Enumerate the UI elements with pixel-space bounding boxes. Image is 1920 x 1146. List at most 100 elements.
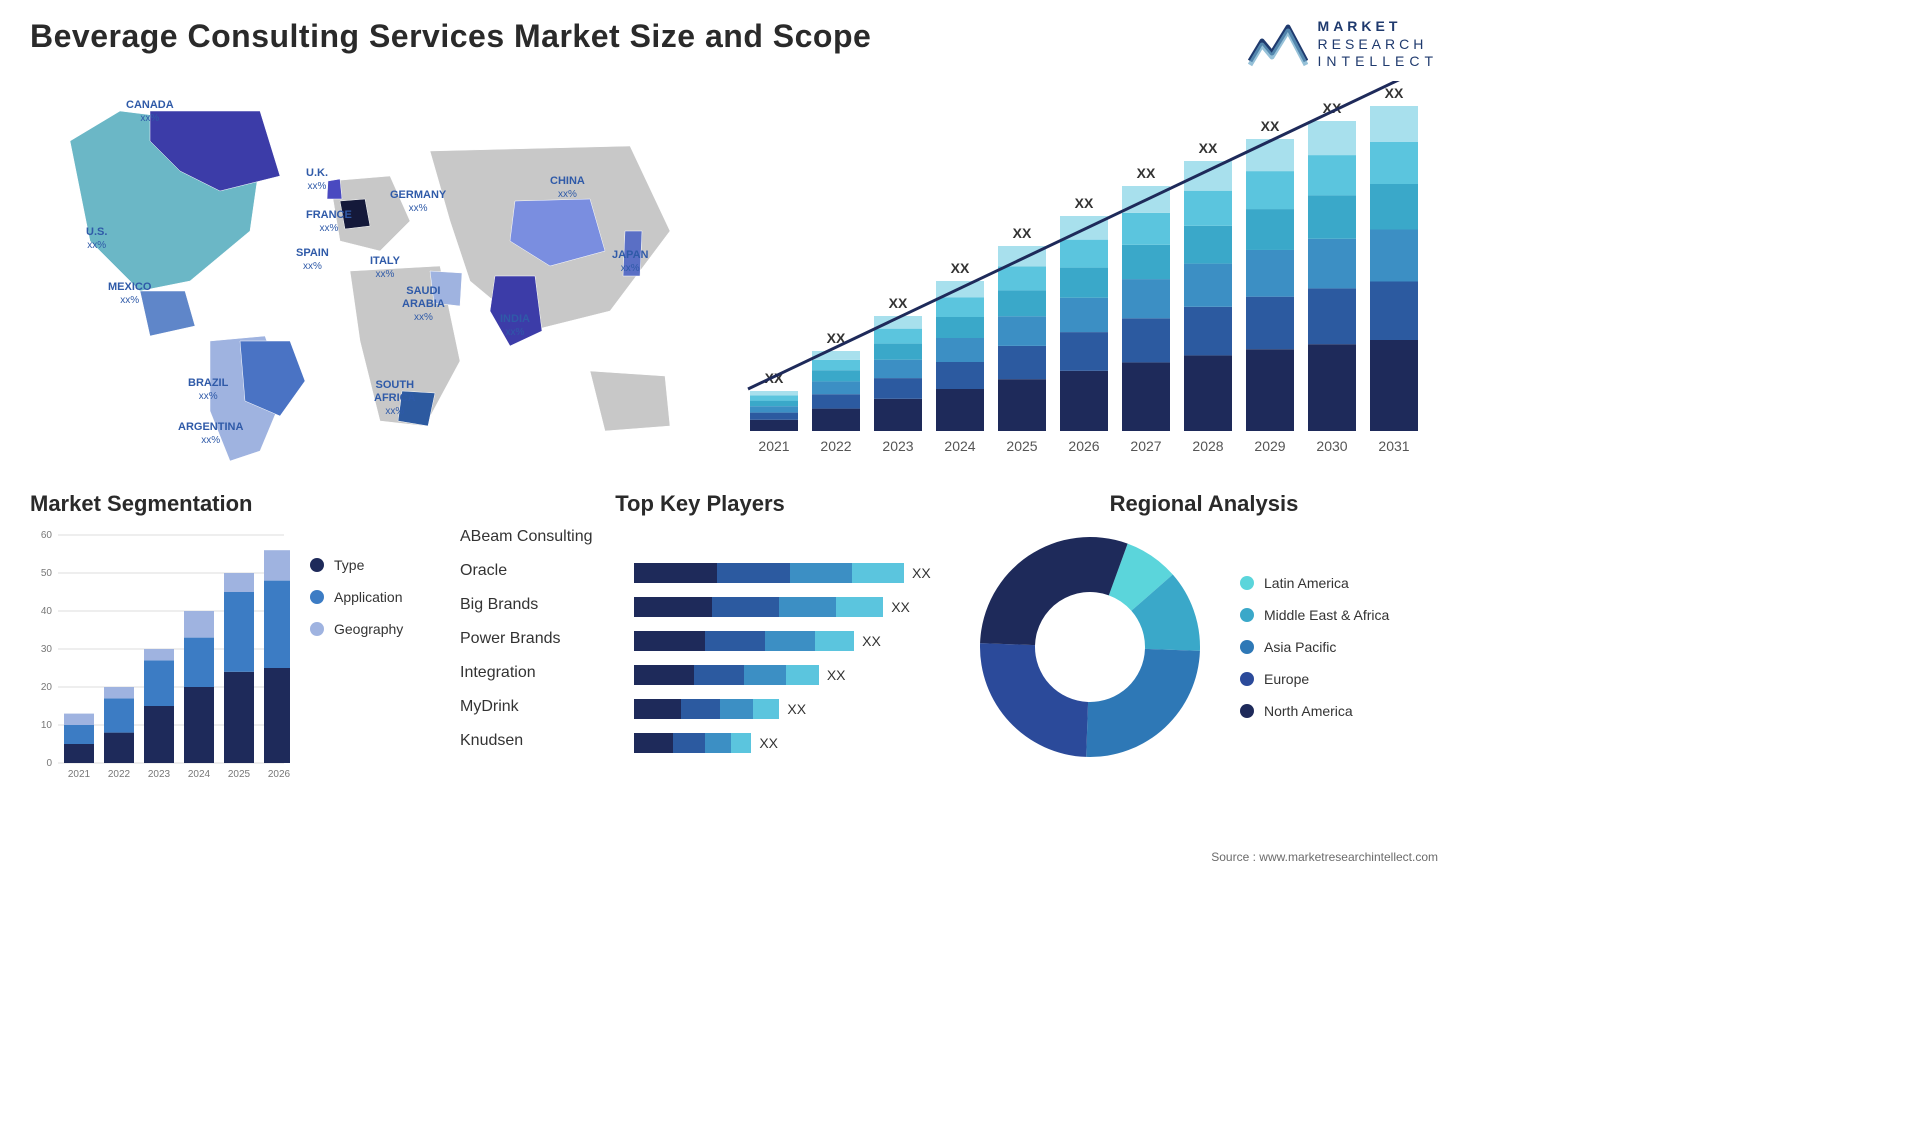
legend-swatch <box>310 558 324 572</box>
svg-text:60: 60 <box>41 530 53 541</box>
player-bar-seg <box>634 631 705 651</box>
player-value: XX <box>759 735 778 751</box>
player-bar-seg <box>786 665 819 685</box>
trend-chart-panel: XX2021XX2022XX2023XX2024XX2025XX2026XX20… <box>730 81 1438 481</box>
legend-item: Europe <box>1240 671 1389 687</box>
logo-text-1: MARKET <box>1318 18 1438 36</box>
player-name: Knudsen <box>460 731 523 751</box>
player-bar-row: XX <box>634 733 940 753</box>
map-label: CHINAxx% <box>550 175 585 201</box>
player-value: XX <box>862 633 881 649</box>
player-bar-seg <box>779 597 836 617</box>
segmentation-panel: Market Segmentation 01020304050602021202… <box>30 491 430 787</box>
legend-item: Type <box>310 557 403 573</box>
svg-text:2022: 2022 <box>820 438 851 454</box>
player-bar-row <box>634 529 940 549</box>
map-label: FRANCExx% <box>306 209 352 235</box>
map-label: MEXICOxx% <box>108 281 151 307</box>
svg-text:2023: 2023 <box>148 769 171 780</box>
brand-logo: MARKET RESEARCH INTELLECT <box>1248 18 1438 71</box>
svg-text:XX: XX <box>1261 118 1280 134</box>
legend-label: Type <box>334 557 364 573</box>
player-bar-seg <box>717 563 790 583</box>
key-players-bars: XXXXXXXXXXXX <box>634 527 940 753</box>
svg-text:XX: XX <box>1013 225 1032 241</box>
legend-swatch <box>1240 640 1254 654</box>
legend-swatch <box>310 622 324 636</box>
trend-chart: XX2021XX2022XX2023XX2024XX2025XX2026XX20… <box>730 81 1430 461</box>
svg-text:XX: XX <box>1137 165 1156 181</box>
player-bar-row: XX <box>634 597 940 617</box>
key-players-labels: ABeam ConsultingOracleBig BrandsPower Br… <box>460 527 620 753</box>
svg-text:50: 50 <box>41 568 53 579</box>
legend-item: Geography <box>310 621 403 637</box>
svg-text:2029: 2029 <box>1254 438 1285 454</box>
logo-text-3: INTELLECT <box>1318 53 1438 71</box>
legend-label: Latin America <box>1264 575 1349 591</box>
svg-text:2028: 2028 <box>1192 438 1223 454</box>
map-label: CANADAxx% <box>126 99 174 125</box>
legend-swatch <box>1240 672 1254 686</box>
svg-text:XX: XX <box>951 260 970 276</box>
map-label: JAPANxx% <box>612 249 648 275</box>
key-players-title: Top Key Players <box>460 491 940 517</box>
map-label: SOUTHAFRICAxx% <box>374 379 416 419</box>
player-bar-seg <box>744 665 786 685</box>
svg-text:20: 20 <box>41 682 53 693</box>
svg-text:2025: 2025 <box>1006 438 1037 454</box>
player-bar-seg <box>705 631 765 651</box>
regional-title: Regional Analysis <box>970 491 1438 517</box>
logo-icon <box>1248 21 1308 67</box>
player-value: XX <box>787 701 806 717</box>
legend-label: Middle East & Africa <box>1264 607 1389 623</box>
player-name: ABeam Consulting <box>460 527 593 547</box>
player-bar-seg <box>634 733 673 753</box>
player-bar-seg <box>790 563 852 583</box>
player-name: Big Brands <box>460 595 538 615</box>
player-bar-seg <box>673 733 704 753</box>
player-bar-seg <box>694 665 744 685</box>
svg-text:2026: 2026 <box>268 769 290 780</box>
player-bar-seg <box>753 699 779 719</box>
legend-label: Geography <box>334 621 403 637</box>
page-title: Beverage Consulting Services Market Size… <box>30 18 871 55</box>
map-label: U.S.xx% <box>86 226 107 252</box>
player-value: XX <box>827 667 846 683</box>
svg-text:2023: 2023 <box>882 438 913 454</box>
player-name: Integration <box>460 663 536 683</box>
map-label: SAUDIARABIAxx% <box>402 285 445 325</box>
legend-label: North America <box>1264 703 1353 719</box>
player-value: XX <box>891 599 910 615</box>
player-bar-seg <box>731 733 752 753</box>
logo-text-2: RESEARCH <box>1318 36 1438 54</box>
player-bar-seg <box>634 597 712 617</box>
key-players-panel: Top Key Players ABeam ConsultingOracleBi… <box>460 491 940 787</box>
svg-text:XX: XX <box>1385 85 1404 101</box>
legend-swatch <box>1240 608 1254 622</box>
player-bar-seg <box>705 733 731 753</box>
player-bar-seg <box>852 563 904 583</box>
svg-text:40: 40 <box>41 606 53 617</box>
svg-text:2027: 2027 <box>1130 438 1161 454</box>
svg-text:2021: 2021 <box>68 769 91 780</box>
svg-text:10: 10 <box>41 720 53 731</box>
map-label: GERMANYxx% <box>390 189 446 215</box>
legend-item: North America <box>1240 703 1389 719</box>
player-bar-seg <box>836 597 883 617</box>
svg-text:2026: 2026 <box>1068 438 1099 454</box>
legend-label: Asia Pacific <box>1264 639 1336 655</box>
player-bar-row: XX <box>634 665 940 685</box>
svg-text:XX: XX <box>1199 140 1218 156</box>
svg-text:2024: 2024 <box>944 438 975 454</box>
player-name: MyDrink <box>460 697 519 717</box>
source-text: Source : www.marketresearchintellect.com <box>1211 850 1438 864</box>
regional-legend: Latin America Middle East & Africa Asia Pa… <box>1240 575 1389 719</box>
legend-swatch <box>1240 704 1254 718</box>
player-bar-seg <box>681 699 720 719</box>
svg-text:2031: 2031 <box>1378 438 1409 454</box>
svg-text:2022: 2022 <box>108 769 131 780</box>
svg-text:XX: XX <box>889 295 908 311</box>
map-label: INDIAxx% <box>500 313 530 339</box>
player-bar-seg <box>765 631 815 651</box>
world-map-panel: CANADAxx%U.S.xx%MEXICOxx%BRAZILxx%ARGENT… <box>30 81 690 481</box>
